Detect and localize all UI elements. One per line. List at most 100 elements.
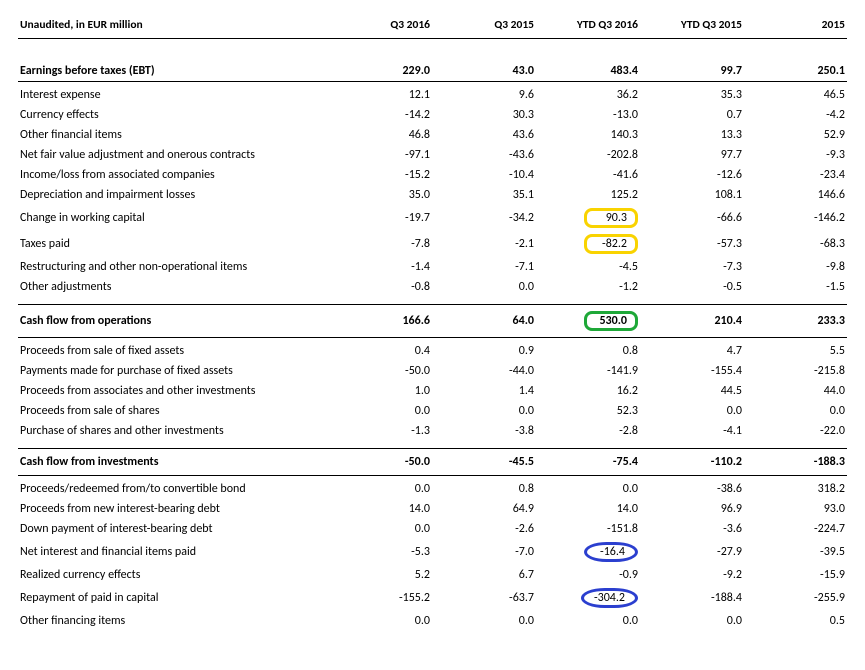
cell-value: -10.4 [432, 165, 536, 185]
cell-value: -50.0 [328, 361, 432, 381]
cell-value: -151.8 [536, 519, 640, 539]
cell-value: -75.4 [536, 448, 640, 475]
cell-value: 5.2 [328, 565, 432, 585]
cell-value: -9.3 [744, 145, 847, 165]
cell-value: 146.6 [744, 185, 847, 205]
table-row: Cash flow from operations166.664.0 530.02… [18, 304, 847, 337]
cell-value: -1.3 [328, 421, 432, 449]
cell-value: -45.5 [432, 448, 536, 475]
cell-value: 166.6 [328, 304, 432, 337]
cell-value: -44.0 [432, 361, 536, 381]
cell-value: -16.4 [536, 539, 640, 565]
table-row: Proceeds from new interest-bearing debt1… [18, 499, 847, 519]
cell-value: -9.2 [640, 565, 744, 585]
cell-value: -39.5 [744, 539, 847, 565]
cell-value: 140.3 [536, 125, 640, 145]
row-label: Net interest and financial items paid [18, 539, 328, 565]
cell-value: -12.6 [640, 165, 744, 185]
cell-value: 14.0 [536, 499, 640, 519]
table-row: Proceeds from sale of fixed assets0.40.9… [18, 337, 847, 361]
cell-value: -7.1 [432, 257, 536, 277]
cell-value: -34.2 [432, 205, 536, 231]
row-label: Restructuring and other non-operational … [18, 257, 328, 277]
cell-value: 36.2 [536, 81, 640, 105]
header-caption: Unaudited, in EUR million [18, 14, 328, 39]
row-label: Other financial items [18, 125, 328, 145]
cell-value: 93.0 [744, 499, 847, 519]
table-row: Income/loss from associated companies-15… [18, 165, 847, 185]
cell-value: -66.6 [640, 205, 744, 231]
table-row: Change in working capital-19.7-34.290.3-… [18, 205, 847, 231]
row-label: Income/loss from associated companies [18, 165, 328, 185]
cell-value: -63.7 [432, 585, 536, 611]
cell-value: 44.5 [640, 381, 744, 401]
cell-value: 0.0 [536, 475, 640, 499]
table-row: Proceeds from sale of shares0.00.052.30.… [18, 401, 847, 421]
highlight-annotation: 530.0 [584, 311, 638, 331]
row-label: Cash flow from operations [18, 304, 328, 337]
cell-value: -155.4 [640, 361, 744, 381]
cell-value: -57.3 [640, 231, 744, 257]
table-row: Taxes paid-7.8-2.1-82.2-57.3-68.3 [18, 231, 847, 257]
table-row: Net interest and financial items paid-5.… [18, 539, 847, 565]
table-row: Interest expense12.19.636.235.346.5 [18, 81, 847, 105]
cell-value: 9.6 [432, 81, 536, 105]
row-label: Other adjustments [18, 277, 328, 305]
cell-value: 35.1 [432, 185, 536, 205]
cell-value: 43.6 [432, 125, 536, 145]
cell-value: 96.9 [640, 499, 744, 519]
cell-value: 44.0 [744, 381, 847, 401]
cell-value: 108.1 [640, 185, 744, 205]
row-label: Proceeds/redeemed from/to convertible bo… [18, 475, 328, 499]
cell-value: 6.7 [432, 565, 536, 585]
table-row: Cash flow from investments-50.0-45.5-75.… [18, 448, 847, 475]
cell-value: 318.2 [744, 475, 847, 499]
cell-value: -7.3 [640, 257, 744, 277]
cell-value: 35.3 [640, 81, 744, 105]
header-row: Unaudited, in EUR million Q3 2016 Q3 201… [18, 14, 847, 39]
cell-value: -3.8 [432, 421, 536, 449]
row-label: Proceeds from associates and other inves… [18, 381, 328, 401]
cell-value: 13.3 [640, 125, 744, 145]
cell-value: -22.0 [744, 421, 847, 449]
cell-value: 0.0 [328, 401, 432, 421]
col-q3-2016: Q3 2016 [328, 14, 432, 39]
cashflow-table: Unaudited, in EUR million Q3 2016 Q3 201… [18, 14, 847, 631]
cell-value: 0.9 [432, 337, 536, 361]
cell-value: 64.0 [432, 304, 536, 337]
highlight-annotation: -82.2 [584, 234, 638, 254]
cell-value: 0.8 [536, 337, 640, 361]
cell-value: -43.6 [432, 145, 536, 165]
col-2015: 2015 [744, 14, 847, 39]
cell-value: -155.2 [328, 585, 432, 611]
row-label: Cash flow from investments [18, 448, 328, 475]
row-label: Payments made for purchase of fixed asse… [18, 361, 328, 381]
table-row: Realized currency effects5.26.7-0.9-9.2-… [18, 565, 847, 585]
cell-value: 90.3 [536, 205, 640, 231]
cell-value: 0.0 [640, 611, 744, 631]
cell-value: 250.1 [744, 61, 847, 82]
cell-value: -110.2 [640, 448, 744, 475]
cell-value: -1.4 [328, 257, 432, 277]
cell-value: -146.2 [744, 205, 847, 231]
cell-value: -9.8 [744, 257, 847, 277]
cell-value: 125.2 [536, 185, 640, 205]
highlight-annotation: -16.4 [584, 542, 638, 562]
cell-value: 0.0 [432, 611, 536, 631]
cell-value: -255.9 [744, 585, 847, 611]
cell-value: 35.0 [328, 185, 432, 205]
highlight-annotation: 90.3 [584, 208, 638, 228]
cell-value: 229.0 [328, 61, 432, 82]
cell-value: -0.9 [536, 565, 640, 585]
table-row: Purchase of shares and other investments… [18, 421, 847, 449]
row-label: Down payment of interest-bearing debt [18, 519, 328, 539]
cell-value: -2.6 [432, 519, 536, 539]
cell-value: -215.8 [744, 361, 847, 381]
table-row: Down payment of interest-bearing debt0.0… [18, 519, 847, 539]
cell-value: 210.4 [640, 304, 744, 337]
row-label: Proceeds from sale of shares [18, 401, 328, 421]
cell-value: -38.6 [640, 475, 744, 499]
cell-value: -15.2 [328, 165, 432, 185]
cell-value: -14.2 [328, 105, 432, 125]
row-label: Earnings before taxes (EBT) [18, 61, 328, 82]
